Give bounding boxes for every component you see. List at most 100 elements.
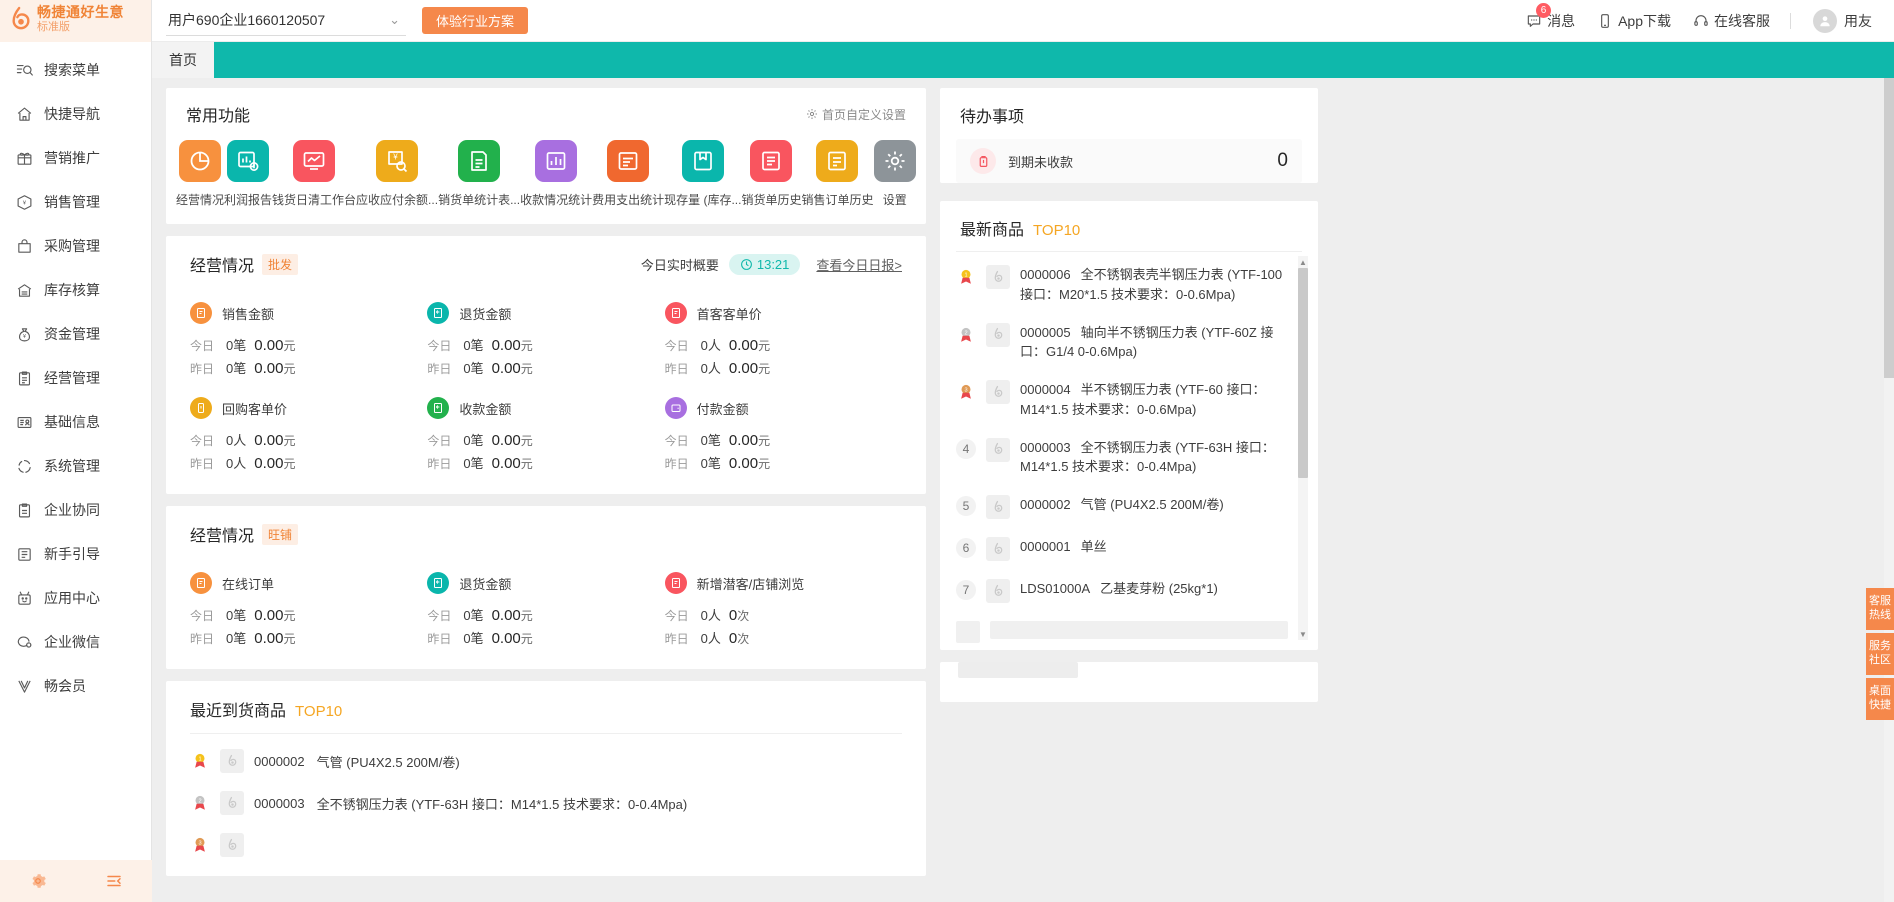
float-button-hotline[interactable]: 客服 热线 — [1866, 588, 1894, 630]
sidebar-item-label: 销售管理 — [44, 194, 100, 210]
new-products-list: 1 0000006 全不锈钢表壳半钢压力表 (YTF-100 接口：M20*1.5… — [940, 252, 1318, 652]
org-select[interactable]: 用户690企业1660120507 ⌄ — [166, 6, 406, 36]
header-item-label: App下载 — [1618, 12, 1671, 29]
header-item-online-service[interactable]: 在线客服 — [1693, 11, 1770, 31]
overview-title: 经营情况 — [190, 258, 255, 275]
page-scrollbar[interactable] — [1884, 78, 1894, 902]
function-item-label: 销售订单历史 — [801, 193, 874, 207]
sidebar-item-label: 经营管理 — [44, 370, 100, 386]
list-item[interactable]: 2 0000005 轴向半不锈钢压力表 (YTF-60Z 接口：G1/4 0-0.… — [956, 314, 1288, 372]
sidebar-item-system[interactable]: 系统管理 — [0, 444, 151, 488]
list-item[interactable]: 2 0000003 全不锈钢压力表 (YTF-63H 接口：M14*1.5 技术… — [190, 782, 902, 824]
sidebar-item-collaboration[interactable]: 企业协同 — [0, 488, 151, 532]
metric-amount: 0.00 — [728, 455, 759, 472]
bar-report-icon — [227, 140, 270, 182]
view-daily-report-link[interactable]: 查看今日日报> — [816, 257, 902, 273]
new-products-title: 最新商品 — [960, 222, 1025, 239]
sidebar-item-purchase[interactable]: 采购管理 — [0, 224, 151, 268]
sidebar-item-vip[interactable]: 畅会员 — [0, 664, 151, 708]
sidebar-item-basic-info[interactable]: 基础信息 — [0, 400, 151, 444]
product-name: 气管 (PU4X2.5 200M/卷) — [316, 754, 460, 770]
header-item-app-download[interactable]: App下载 — [1597, 11, 1671, 31]
sidebar-item-app-center[interactable]: 应用中心 — [0, 576, 151, 620]
product-code: 0000001 — [1020, 539, 1071, 554]
list-item[interactable]: 7 LDS01000A 乙基麦芽粉 (25kg*1) — [956, 570, 1288, 612]
sidebar-item-label: 新手引导 — [44, 546, 100, 562]
sidebar-item-inventory[interactable]: 库存核算 — [0, 268, 151, 312]
list-item[interactable]: 4 0000003 全不锈钢压力表 (YTF-63H 接口：M14*1.5 技术要… — [956, 429, 1288, 487]
metric-amount: 0.00 — [254, 455, 284, 472]
function-item-order-history[interactable]: 销售订单历史 — [801, 140, 873, 208]
customize-homepage-button[interactable]: 首页自定义设置 — [806, 106, 906, 123]
function-item-sales-statistics[interactable]: 销货单统计表... — [438, 140, 520, 208]
new-products-scrollbar[interactable]: ▲ ▼ — [1298, 256, 1308, 640]
header-user-name: 用友 — [1844, 12, 1872, 29]
first-customer-icon — [664, 572, 687, 594]
money-bag-icon: ¥ — [14, 324, 34, 344]
metric-period-label: 昨日 — [664, 632, 689, 646]
wechat-work-icon — [14, 632, 34, 652]
todo-item-value: 0 — [1277, 150, 1288, 171]
product-code: LDS01000A — [1020, 581, 1091, 596]
header-item-user[interactable]: 用友 — [1813, 8, 1872, 33]
function-item-collection-statistics[interactable]: 收款情况统计 — [520, 140, 592, 208]
sidebar-item-marketing[interactable]: 营销推广 — [0, 136, 151, 180]
todo-item-overdue-receivables[interactable]: 到期未收款 0 — [956, 139, 1302, 183]
metric-name: 退货金额 — [459, 306, 512, 322]
product-code: 0000006 — [1020, 267, 1071, 282]
scroll-up-icon[interactable]: ▲ — [1299, 257, 1307, 267]
page-scrollbar-thumb[interactable] — [1884, 78, 1894, 378]
brand-block: 畅捷通好生意 标准版 — [0, 0, 151, 42]
list-item[interactable]: 6 0000001 单丝 — [956, 528, 1288, 570]
sidebar-item-quick-nav[interactable]: 快捷导航 — [0, 92, 151, 136]
function-item-current-stock[interactable]: 现存量 (库存... — [664, 140, 741, 208]
metric-amount: 0 — [728, 607, 738, 624]
list-item[interactable]: 5 0000002 气管 (PU4X2.5 200M/卷) — [956, 486, 1288, 528]
sidebar-item-sales[interactable]: ¥ 销售管理 — [0, 180, 151, 224]
metric-count: 0人 — [700, 608, 721, 623]
float-button-desktop-shortcut[interactable]: 桌面 快捷 — [1866, 678, 1894, 720]
function-item-profit-report[interactable]: 利润报告 — [224, 140, 272, 208]
function-item-receivable-payable[interactable]: ¥ 应收应付余额... — [356, 140, 438, 208]
metric-count: 0笔 — [226, 608, 247, 623]
purchase-bag-icon — [14, 236, 34, 256]
new-products-list-wrapper: 1 0000006 全不锈钢表壳半钢压力表 (YTF-100 接口：M20*1.5… — [940, 252, 1318, 650]
function-item-label: 收款情况统计 — [520, 193, 593, 207]
header-right-group: 消息 6 App下载 在线客服 — [1504, 2, 1894, 33]
function-item-business-overview[interactable]: 经营情况 — [176, 140, 224, 208]
product-code: 0000002 — [1020, 497, 1071, 512]
list-item[interactable]: 1 0000006 全不锈钢表壳半钢压力表 (YTF-100 接口：M20*1.5… — [956, 256, 1288, 314]
function-item-daily-settlement[interactable]: 钱货日清工作台 — [272, 140, 356, 208]
list-item[interactable]: 1 0000002 气管 (PU4X2.5 200M/卷) — [190, 740, 902, 782]
experience-solution-button[interactable]: 体验行业方案 — [422, 7, 529, 34]
svg-text:3: 3 — [198, 841, 201, 847]
sidebar-item-funds[interactable]: ¥ 资金管理 — [0, 312, 151, 356]
tab-home[interactable]: 首页 — [152, 42, 214, 78]
rank-number: 4 — [956, 438, 976, 459]
sidebar-footer — [0, 860, 152, 902]
appcenter-icon — [14, 588, 34, 608]
header-item-messages[interactable]: 消息 6 — [1526, 2, 1575, 31]
metric-unit: 元 — [520, 632, 533, 646]
collapse-icon[interactable] — [76, 872, 152, 890]
metric-unit: 元 — [520, 434, 533, 448]
todo-card: 待办事项 到期未收款 0 — [940, 88, 1318, 183]
function-item-sales-history[interactable]: 销货单历史 — [741, 140, 801, 208]
medal-silver-icon: 2 — [190, 792, 210, 814]
scrollbar-thumb[interactable] — [1298, 268, 1308, 478]
sidebar-item-operation[interactable]: 经营管理 — [0, 356, 151, 400]
function-item-label: 经营情况 — [176, 193, 225, 207]
sidebar-item-guide[interactable]: 新手引导 — [0, 532, 151, 576]
gear-icon — [873, 140, 916, 182]
list-item[interactable]: 3 — [190, 824, 902, 866]
sidebar-item-label: 营销推广 — [44, 150, 100, 166]
function-item-settings[interactable]: 设置 — [873, 140, 916, 208]
scroll-down-icon[interactable]: ▼ — [1299, 629, 1307, 639]
sidebar-item-label: 采购管理 — [44, 238, 100, 254]
float-button-community[interactable]: 服务 社区 — [1866, 633, 1894, 675]
sidebar-item-wechat-work[interactable]: 企业微信 — [0, 620, 151, 664]
function-item-expense-statistics[interactable]: 费用支出统计 — [592, 140, 664, 208]
settings-gear-icon[interactable] — [0, 872, 76, 890]
sidebar-item-search-menu[interactable]: 搜索菜单 — [0, 48, 151, 92]
list-item[interactable]: 3 0000004 半不锈钢压力表 (YTF-60 接口：M14*1.5 技术要求… — [956, 371, 1288, 429]
